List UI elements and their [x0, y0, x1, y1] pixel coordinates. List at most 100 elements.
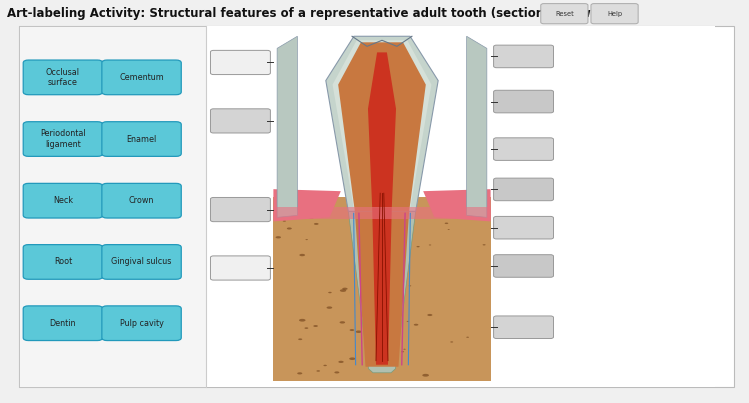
- Ellipse shape: [372, 242, 374, 243]
- Polygon shape: [338, 42, 425, 211]
- Ellipse shape: [367, 357, 372, 359]
- Polygon shape: [348, 211, 416, 373]
- Ellipse shape: [366, 327, 370, 329]
- FancyBboxPatch shape: [494, 45, 554, 68]
- Ellipse shape: [383, 306, 386, 307]
- FancyBboxPatch shape: [23, 306, 103, 341]
- Ellipse shape: [339, 361, 344, 363]
- FancyBboxPatch shape: [23, 245, 103, 279]
- FancyBboxPatch shape: [273, 197, 491, 381]
- Polygon shape: [333, 40, 431, 209]
- FancyBboxPatch shape: [19, 26, 206, 387]
- Ellipse shape: [334, 372, 339, 374]
- Polygon shape: [273, 189, 341, 221]
- Ellipse shape: [298, 339, 303, 340]
- FancyBboxPatch shape: [102, 306, 181, 341]
- Polygon shape: [355, 211, 409, 367]
- Ellipse shape: [409, 224, 413, 226]
- Ellipse shape: [340, 289, 346, 292]
- FancyBboxPatch shape: [494, 216, 554, 239]
- Ellipse shape: [287, 227, 292, 230]
- FancyBboxPatch shape: [541, 4, 588, 24]
- Text: Enamel: Enamel: [127, 135, 157, 143]
- FancyBboxPatch shape: [210, 50, 270, 75]
- Ellipse shape: [349, 357, 355, 360]
- Ellipse shape: [482, 244, 485, 245]
- Polygon shape: [326, 36, 438, 211]
- FancyBboxPatch shape: [494, 138, 554, 160]
- Ellipse shape: [473, 210, 479, 212]
- Ellipse shape: [407, 226, 413, 229]
- Ellipse shape: [389, 345, 395, 348]
- Ellipse shape: [328, 292, 332, 293]
- Ellipse shape: [401, 218, 404, 219]
- FancyBboxPatch shape: [102, 122, 181, 156]
- FancyBboxPatch shape: [494, 255, 554, 277]
- Polygon shape: [423, 189, 491, 221]
- Ellipse shape: [448, 229, 449, 230]
- Polygon shape: [277, 36, 297, 217]
- Ellipse shape: [380, 369, 384, 371]
- FancyBboxPatch shape: [210, 109, 270, 133]
- FancyBboxPatch shape: [591, 4, 638, 24]
- Ellipse shape: [428, 314, 432, 316]
- Ellipse shape: [276, 236, 281, 239]
- Text: Crown: Crown: [129, 196, 154, 205]
- Text: Cementum: Cementum: [119, 73, 164, 82]
- Ellipse shape: [445, 222, 448, 224]
- Ellipse shape: [350, 209, 357, 212]
- Ellipse shape: [305, 327, 309, 329]
- Text: Help: Help: [607, 11, 622, 17]
- Text: Pulp cavity: Pulp cavity: [120, 319, 163, 328]
- Ellipse shape: [386, 304, 388, 305]
- Ellipse shape: [378, 207, 381, 208]
- Text: Reset: Reset: [555, 11, 574, 17]
- Ellipse shape: [297, 372, 303, 374]
- Ellipse shape: [282, 220, 286, 222]
- Text: Periodontal
ligament: Periodontal ligament: [40, 129, 85, 149]
- Ellipse shape: [306, 239, 308, 240]
- FancyBboxPatch shape: [102, 60, 181, 95]
- FancyBboxPatch shape: [210, 197, 270, 222]
- Polygon shape: [467, 36, 487, 217]
- Ellipse shape: [416, 246, 419, 247]
- Ellipse shape: [401, 351, 404, 352]
- Ellipse shape: [413, 324, 419, 326]
- Ellipse shape: [316, 370, 320, 372]
- Ellipse shape: [437, 214, 443, 217]
- Ellipse shape: [308, 216, 314, 219]
- Ellipse shape: [350, 329, 354, 331]
- Text: Neck: Neck: [53, 196, 73, 205]
- FancyBboxPatch shape: [210, 256, 270, 280]
- Ellipse shape: [409, 285, 411, 287]
- FancyBboxPatch shape: [23, 122, 103, 156]
- Ellipse shape: [342, 288, 348, 290]
- Ellipse shape: [300, 254, 305, 256]
- FancyBboxPatch shape: [102, 183, 181, 218]
- Text: Dentin: Dentin: [49, 319, 76, 328]
- Text: Art-labeling Activity: Structural features of a representative adult tooth (sect: Art-labeling Activity: Structural featur…: [7, 7, 597, 20]
- Ellipse shape: [392, 244, 397, 246]
- FancyBboxPatch shape: [23, 60, 103, 95]
- Ellipse shape: [466, 337, 469, 338]
- Polygon shape: [372, 207, 392, 365]
- Text: Root: Root: [54, 258, 72, 266]
- Ellipse shape: [324, 365, 327, 366]
- FancyBboxPatch shape: [206, 26, 715, 387]
- Text: Occlusal
surface: Occlusal surface: [46, 68, 80, 87]
- Ellipse shape: [314, 223, 318, 225]
- FancyBboxPatch shape: [23, 183, 103, 218]
- Ellipse shape: [407, 321, 409, 322]
- Ellipse shape: [353, 213, 359, 215]
- Ellipse shape: [450, 341, 453, 343]
- Text: Gingival sulcus: Gingival sulcus: [112, 258, 172, 266]
- Ellipse shape: [422, 374, 429, 377]
- Ellipse shape: [356, 330, 362, 333]
- FancyBboxPatch shape: [494, 178, 554, 201]
- FancyBboxPatch shape: [273, 207, 491, 219]
- FancyBboxPatch shape: [494, 316, 554, 339]
- Ellipse shape: [339, 321, 345, 324]
- Ellipse shape: [299, 319, 306, 322]
- FancyBboxPatch shape: [19, 26, 734, 387]
- FancyBboxPatch shape: [102, 245, 181, 279]
